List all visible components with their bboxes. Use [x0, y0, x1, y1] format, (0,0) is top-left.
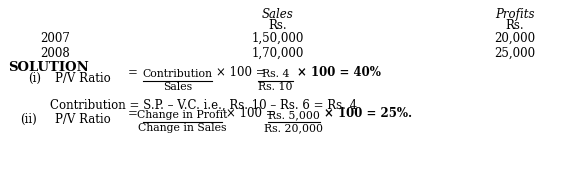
Text: 1,70,000: 1,70,000	[252, 47, 304, 60]
Text: Sales: Sales	[262, 8, 294, 21]
Text: (ii): (ii)	[20, 113, 37, 126]
Text: Rs.: Rs.	[269, 19, 287, 32]
Text: × 100 =: × 100 =	[216, 66, 266, 79]
Text: 25,000: 25,000	[495, 47, 536, 60]
Text: =: =	[128, 107, 138, 120]
Text: (i): (i)	[28, 72, 41, 85]
Text: × 100 = 40%: × 100 = 40%	[297, 66, 381, 79]
Text: Rs. 10: Rs. 10	[258, 82, 293, 92]
Text: Rs.: Rs.	[506, 19, 524, 32]
Text: Rs. 5,000: Rs. 5,000	[268, 110, 320, 120]
Text: Change in Sales: Change in Sales	[138, 123, 227, 133]
Text: 1,50,000: 1,50,000	[252, 32, 304, 45]
Text: Rs. 20,000: Rs. 20,000	[265, 123, 324, 133]
Text: 2007: 2007	[40, 32, 70, 45]
Text: SOLUTION: SOLUTION	[8, 61, 89, 74]
Text: Rs. 4: Rs. 4	[262, 69, 289, 79]
Text: × 100 =: × 100 =	[226, 107, 276, 120]
Text: 2008: 2008	[40, 47, 69, 60]
Text: 20,000: 20,000	[495, 32, 536, 45]
Text: Profits: Profits	[495, 8, 535, 21]
Text: =: =	[128, 66, 138, 79]
Text: P/V Ratio: P/V Ratio	[55, 113, 111, 126]
Text: Change in Profit: Change in Profit	[137, 110, 228, 120]
Text: Contribution: Contribution	[142, 69, 213, 79]
Text: Sales: Sales	[163, 82, 192, 92]
Text: Contribution = S.P. – V.C. i.e., Rs. 10 – Rs. 6 = Rs. 4: Contribution = S.P. – V.C. i.e., Rs. 10 …	[50, 99, 357, 112]
Text: P/V Ratio: P/V Ratio	[55, 72, 111, 85]
Text: × 100 = 25%.: × 100 = 25%.	[324, 107, 412, 120]
